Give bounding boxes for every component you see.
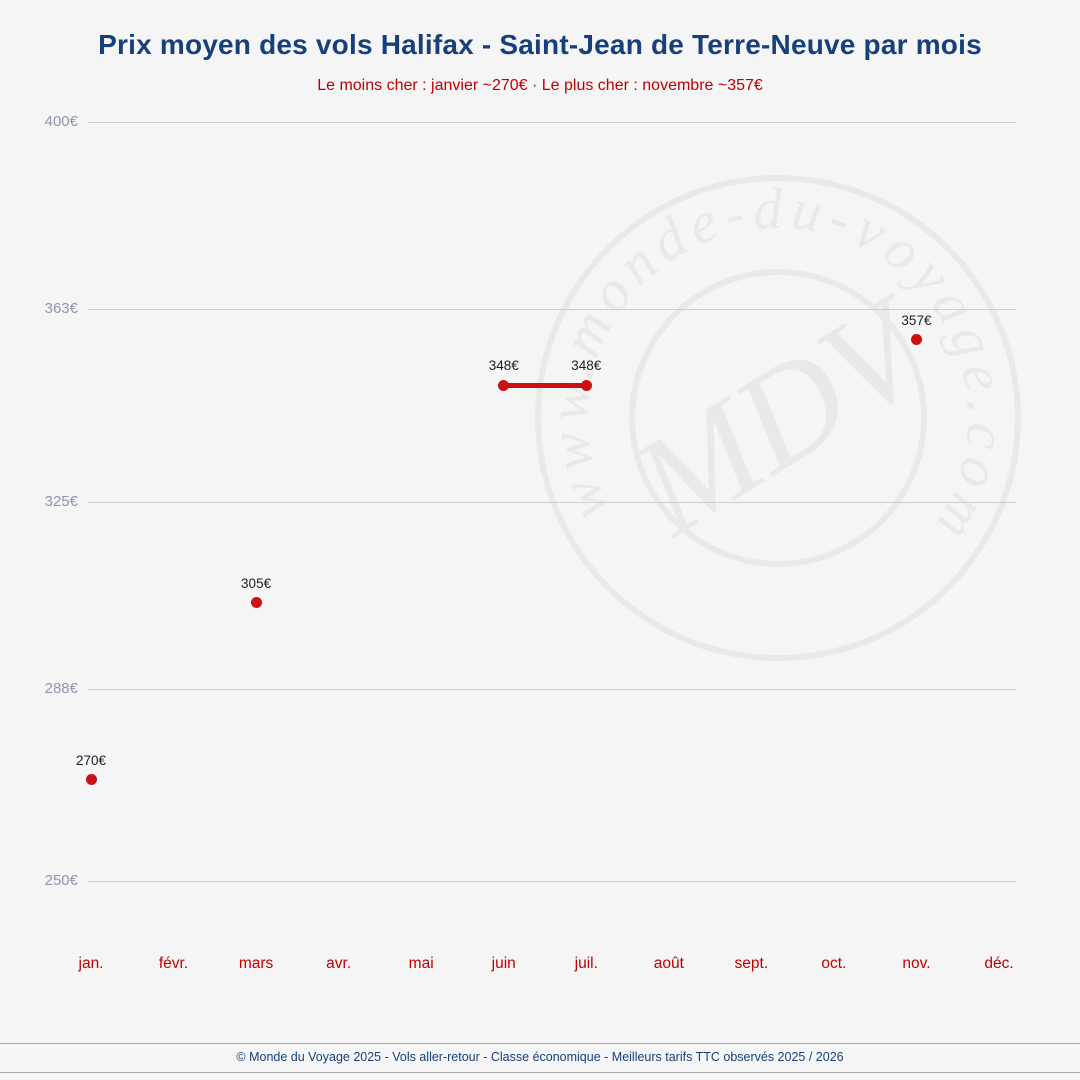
page-subtitle: Le moins cher : janvier ~270€ · Le plus … bbox=[317, 77, 763, 94]
x-axis-label: oct. bbox=[821, 955, 847, 972]
data-point[interactable] bbox=[910, 334, 922, 346]
gridline bbox=[88, 881, 1016, 882]
x-axis-label: août bbox=[653, 955, 684, 972]
x-axis-label: sept. bbox=[734, 955, 769, 972]
gridline bbox=[88, 122, 1016, 123]
x-axis-label: mars bbox=[238, 955, 274, 972]
y-axis-label: 250€ bbox=[44, 872, 78, 889]
connector-line bbox=[503, 382, 587, 388]
gridline bbox=[88, 688, 1016, 690]
y-axis-label: 325€ bbox=[44, 492, 78, 510]
page-title: Prix moyen des vols Halifax - Saint-Jean… bbox=[98, 29, 982, 60]
footer-divider-bottom bbox=[0, 1072, 1080, 1073]
x-axis-label: juil. bbox=[574, 955, 598, 972]
point-label: 348€ bbox=[571, 358, 602, 374]
x-axis-label: déc. bbox=[984, 955, 1014, 972]
x-axis-label: jan. bbox=[78, 955, 104, 972]
footer: © Monde du Voyage 2025 - Vols aller-reto… bbox=[0, 1043, 1080, 1073]
footer-text: © Monde du Voyage 2025 - Vols aller-reto… bbox=[236, 1050, 844, 1064]
point-label: 348€ bbox=[488, 358, 519, 374]
point-label: 270€ bbox=[75, 752, 107, 768]
x-axis-label: avr. bbox=[326, 955, 352, 972]
y-axis-label: 288€ bbox=[44, 679, 78, 697]
x-axis-label: nov. bbox=[902, 955, 931, 972]
y-axis-label: 400€ bbox=[44, 113, 78, 130]
footer-divider-top bbox=[0, 1043, 1080, 1044]
gridline bbox=[88, 309, 1016, 311]
y-axis-label: 363€ bbox=[44, 300, 78, 318]
gridline bbox=[88, 501, 1016, 503]
data-point[interactable] bbox=[85, 774, 97, 786]
x-axis-label: févr. bbox=[158, 955, 189, 972]
point-label: 357€ bbox=[901, 312, 932, 328]
x-axis-label: juin bbox=[491, 955, 516, 972]
data-point[interactable] bbox=[498, 379, 510, 391]
data-point[interactable] bbox=[580, 379, 592, 391]
data-point[interactable] bbox=[250, 597, 262, 609]
x-axis-label: mai bbox=[408, 955, 434, 972]
point-label: 305€ bbox=[241, 575, 272, 591]
